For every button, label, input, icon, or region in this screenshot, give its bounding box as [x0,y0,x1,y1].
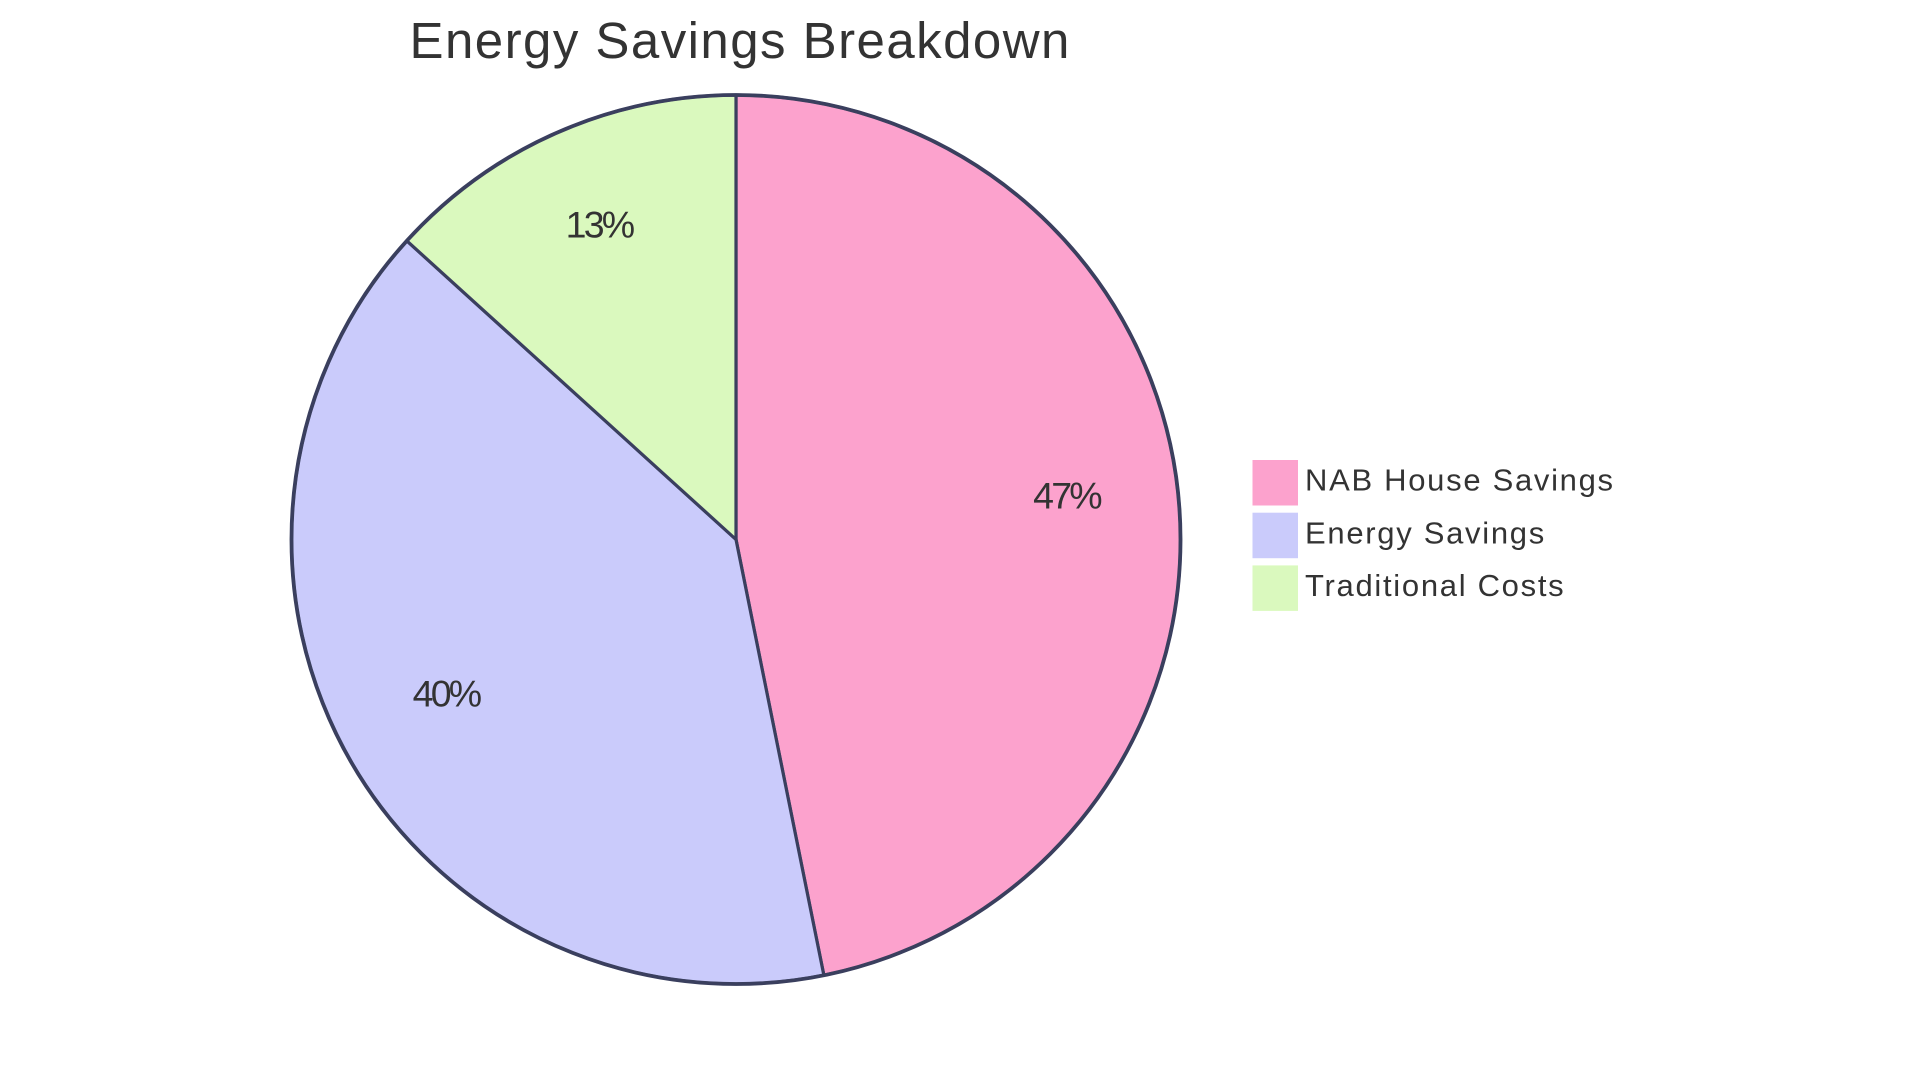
svg-text:13%: 13% [566,204,634,246]
svg-text:Energy Savings Breakdown: Energy Savings Breakdown [410,12,1071,69]
svg-text:Traditional Costs: Traditional Costs [1305,568,1565,603]
svg-text:47%: 47% [1033,475,1101,517]
svg-text:40%: 40% [413,673,481,715]
svg-text:Energy Savings: Energy Savings [1305,515,1546,550]
svg-text:NAB House Savings: NAB House Savings [1305,463,1615,498]
